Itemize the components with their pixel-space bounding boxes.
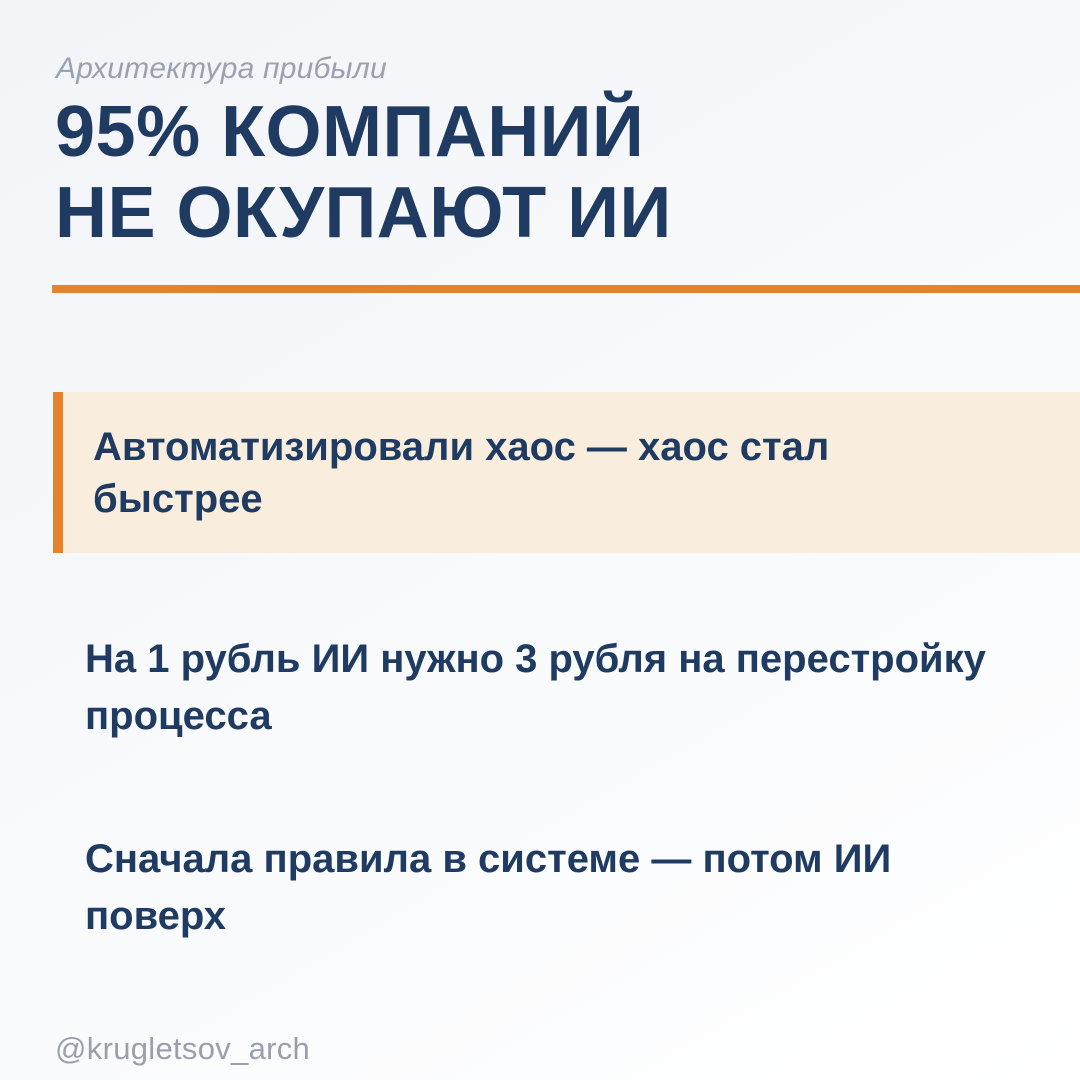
author-handle: @krugletsov_arch: [55, 1031, 311, 1066]
highlight-callout: Автоматизировали хаос — хаос стал быстре…: [53, 392, 1080, 553]
series-eyebrow-label: Архитектура прибыли: [56, 52, 387, 85]
key-point-2: Сначала правила в системе — потом ИИ пов…: [85, 837, 892, 938]
key-point-1: На 1 рубль ИИ нужно 3 рубля на перестрой…: [85, 637, 986, 738]
page-title: 95% КОМПАНИЙ НЕ ОКУПАЮТ ИИ: [55, 92, 672, 254]
accent-divider: [52, 285, 1080, 293]
callout-text: Автоматизировали хаос — хаос стал быстре…: [93, 424, 830, 521]
